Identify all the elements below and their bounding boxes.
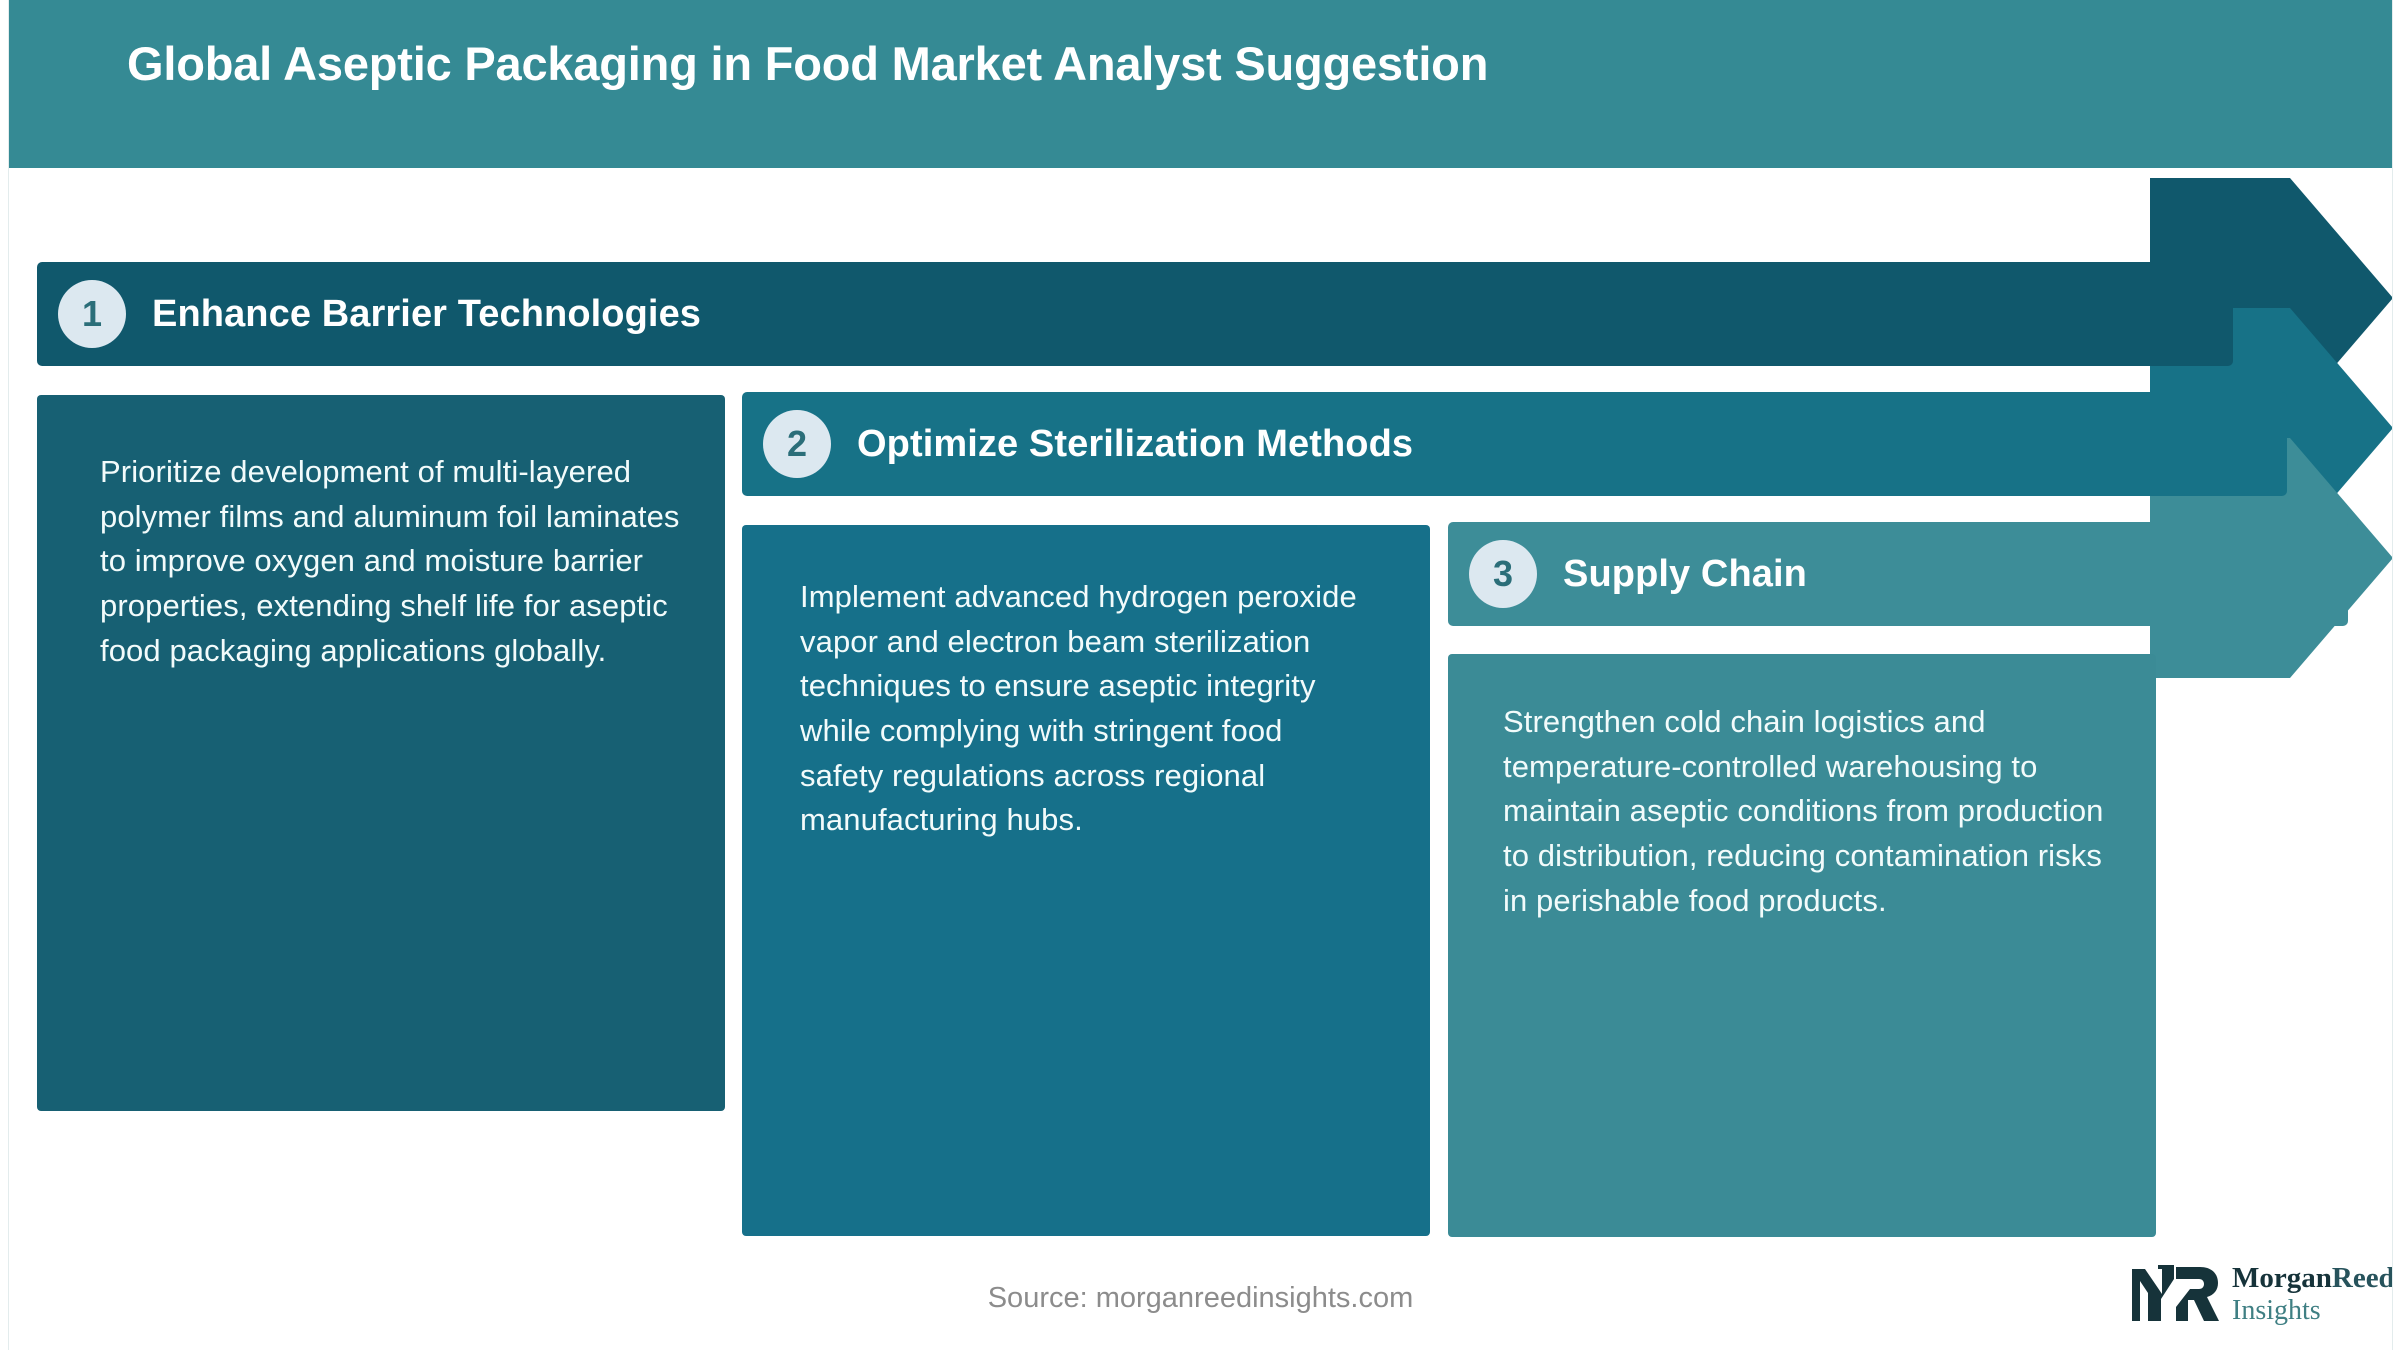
page-title: Global Aseptic Packaging in Food Market … [127, 37, 1489, 90]
step-banner-3[interactable]: 3 Supply Chain [1448, 522, 2348, 626]
step-title-2: Optimize Sterilization Methods [857, 422, 1414, 465]
step-body-3: Strengthen cold chain logistics and temp… [1503, 704, 2104, 918]
logo-wordmark: MorganReed Insights [2232, 1261, 2395, 1326]
logo-morgan: Morgan [2232, 1261, 2332, 1294]
logo-line-1: MorganReed [2232, 1261, 2395, 1294]
morganreed-insights-logo: MorganReed Insights [2128, 1258, 2395, 1330]
right-edge-rail [2392, 0, 2401, 1350]
step-number-badge-2: 2 [763, 410, 831, 478]
logo-line-2: Insights [2232, 1294, 2321, 1326]
logo-reed: Reed [2331, 1261, 2395, 1294]
step-card-1: Prioritize development of multi-layered … [37, 395, 725, 1111]
step-title-1: Enhance Barrier Technologies [152, 292, 702, 335]
step-number-badge-3: 3 [1469, 540, 1537, 608]
header-band: Global Aseptic Packaging in Food Market … [9, 0, 2392, 168]
step-body-1: Prioritize development of multi-layered … [100, 454, 680, 668]
step-title-3: Supply Chain [1563, 552, 1807, 595]
step-card-2: Implement advanced hydrogen peroxide vap… [742, 525, 1430, 1236]
step-card-3: Strengthen cold chain logistics and temp… [1448, 654, 2156, 1237]
step-body-2: Implement advanced hydrogen peroxide vap… [800, 579, 1357, 838]
source-attribution: Source: morganreedinsights.com [987, 1282, 1414, 1314]
mr-monogram-icon [2132, 1265, 2219, 1321]
left-edge-rail [0, 0, 9, 1350]
step-banner-2[interactable]: 2 Optimize Sterilization Methods [742, 392, 2287, 496]
step-banner-1[interactable]: 1 Enhance Barrier Technologies [37, 262, 2233, 366]
step-number-badge-1: 1 [58, 280, 126, 348]
